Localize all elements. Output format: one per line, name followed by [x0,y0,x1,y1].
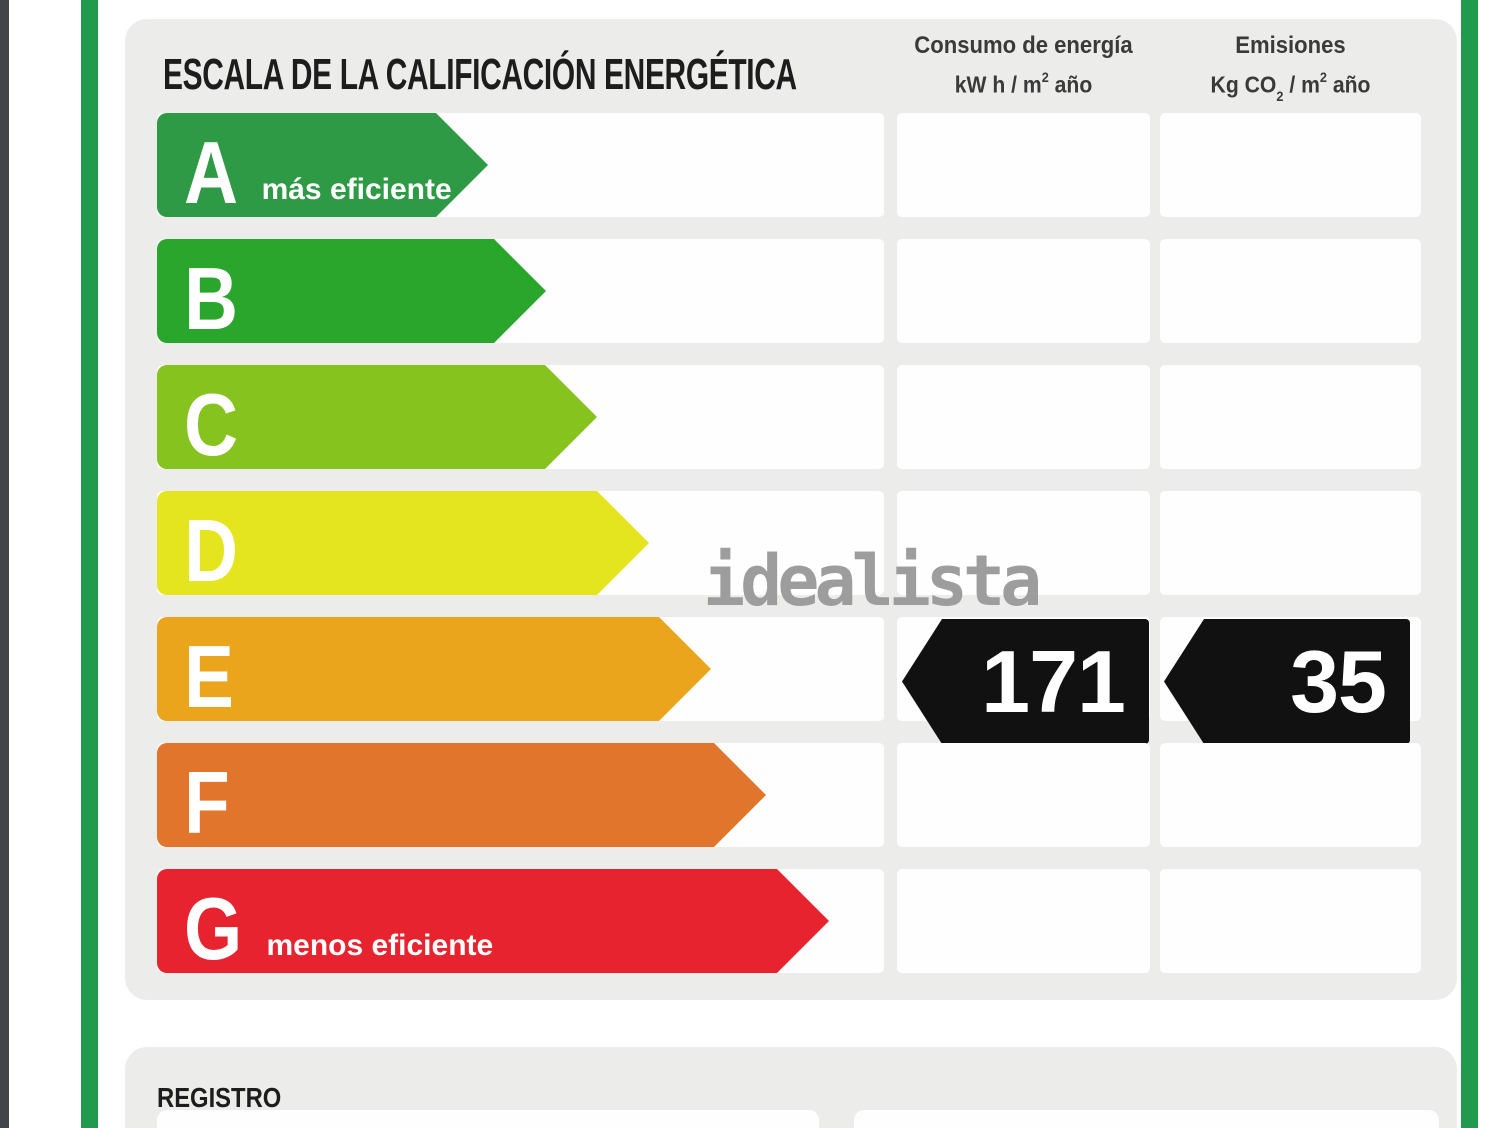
consumo-cell [897,869,1150,973]
consumo-cell [897,365,1150,469]
consumo-cell [897,491,1150,595]
emisiones-cell [1160,869,1421,973]
registro-panel: REGISTRO [125,1047,1457,1128]
rating-letter: E [184,627,234,726]
rating-row-a: A más eficiente [125,113,1457,217]
rating-arrow-e: E [157,617,711,721]
rating-row-c: C [125,365,1457,469]
rating-grid: A más eficiente B C D 171 35 E [125,113,1457,1000]
registro-field-2 [854,1110,1439,1128]
consumo-value: 171 [981,632,1126,731]
emisiones-cell [1160,743,1421,847]
registro-field-1 [157,1110,819,1128]
rating-row-e: 171 35 E [125,617,1457,744]
emisiones-header-unit: Kg CO2 / m2 año [1210,70,1371,105]
rating-row-b: B [125,239,1457,343]
rating-row-g: G menos eficiente [125,869,1457,973]
consumo-cell [897,239,1150,343]
emisiones-cell [1160,491,1421,595]
consumo-cell [897,113,1150,217]
rating-letter: G [184,879,243,978]
emisiones-value: 35 [1290,632,1387,731]
emisiones-cell: 35 [1160,617,1421,744]
consumo-column-header: Consumo de energía kW h / m2 año [907,33,1140,97]
rating-arrow-c: C [157,365,597,469]
left-green-frame-line [81,0,98,1128]
emisiones-indicator-arrow: 35 [1164,619,1410,744]
rating-letter: F [184,753,230,852]
consumo-indicator-arrow: 171 [902,619,1149,744]
rating-row-d: D [125,491,1457,595]
rating-arrow-g: G menos eficiente [157,869,829,973]
rating-row-f: F [125,743,1457,847]
rating-arrow-b: B [157,239,546,343]
rating-letter: D [184,501,239,600]
emisiones-column-header: Emisiones Kg CO2 / m2 año [1170,33,1410,106]
efficiency-label: más eficiente [261,173,452,206]
consumo-header-title: Consumo de energía [914,32,1133,59]
consumo-cell [897,743,1150,847]
efficiency-label: menos eficiente [266,929,494,962]
idealista-watermark: idealista [703,540,1042,622]
rating-letter: A [184,123,239,222]
consumo-header-unit: kW h / m2 año [954,70,1093,98]
left-dark-bar [0,0,9,1128]
consumo-cell: 171 [897,617,1150,744]
rating-arrow-f: F [157,743,766,847]
rating-letter: C [184,375,239,474]
emisiones-cell [1160,365,1421,469]
right-green-frame-line [1461,0,1478,1128]
registro-title: REGISTRO [157,1082,282,1113]
energy-scale-panel: ESCALA DE LA CALIFICACIÓN ENERGÉTICA Con… [125,19,1457,1000]
emisiones-cell [1160,113,1421,217]
emisiones-cell [1160,239,1421,343]
emisiones-header-title: Emisiones [1235,32,1346,59]
rating-arrow-a: A más eficiente [157,113,488,217]
rating-arrow-d: D [157,491,649,595]
rating-letter: B [184,249,239,348]
panel-title: ESCALA DE LA CALIFICACIÓN ENERGÉTICA [163,50,797,99]
